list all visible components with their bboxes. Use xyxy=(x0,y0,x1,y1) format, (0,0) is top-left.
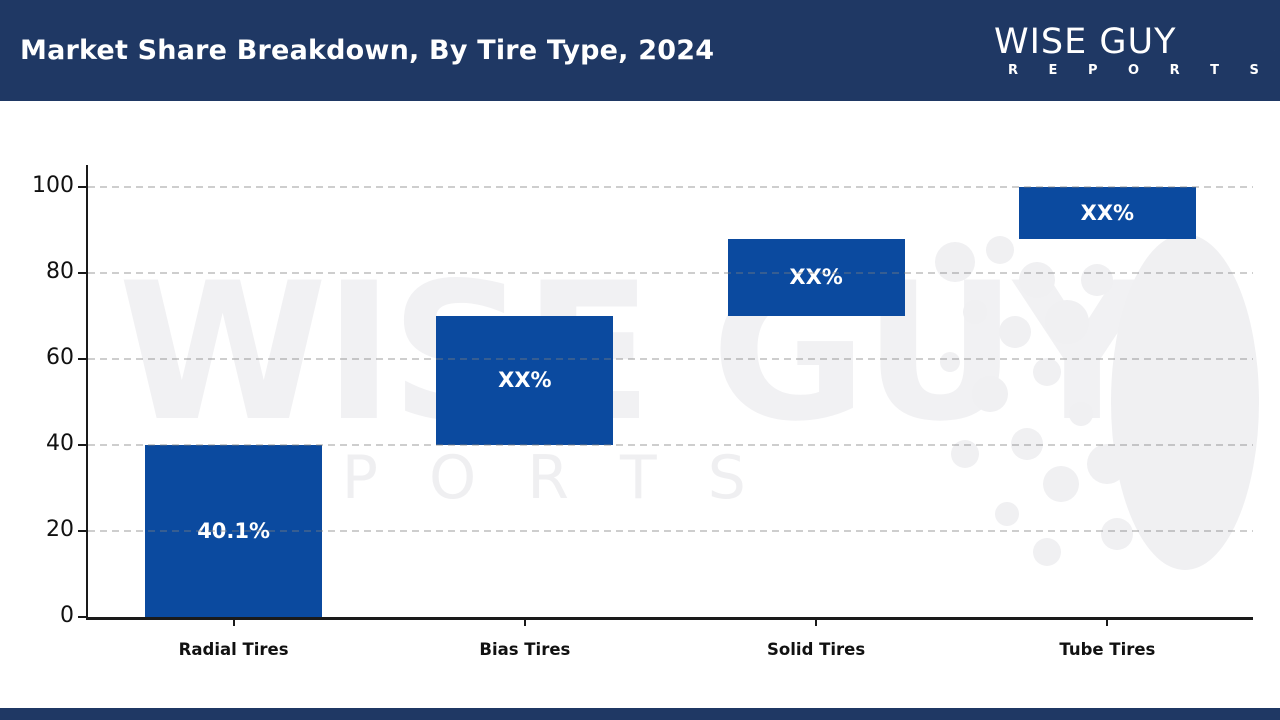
footer-bar xyxy=(0,708,1280,720)
bar-value-label-tube-tires: XX% xyxy=(1080,200,1135,225)
chart-title: Market Share Breakdown, By Tire Type, 20… xyxy=(20,35,715,66)
x-axis-label-solid-tires: Solid Tires xyxy=(767,640,866,659)
x-axis-line xyxy=(86,617,1253,620)
logo-subtitle: R E P O R T S xyxy=(1008,62,1272,78)
x-axis-label-radial-tires: Radial Tires xyxy=(178,640,289,659)
logo-wordmark: WISE GUY xyxy=(994,22,1177,63)
y-tick-label-100: 100 xyxy=(32,173,74,198)
x-axis-label-tube-tires: Tube Tires xyxy=(1059,640,1156,659)
gridline-40 xyxy=(88,444,1253,446)
bar-tube-tires: XX% xyxy=(1018,187,1196,239)
y-tick-label-60: 60 xyxy=(46,345,74,370)
x-tick-solid-tires xyxy=(815,619,818,626)
bar-value-label-radial-tires: 40.1% xyxy=(197,518,271,543)
x-tick-tube-tires xyxy=(1106,619,1109,626)
bar-value-label-bias-tires: XX% xyxy=(498,368,552,393)
y-tick-20 xyxy=(78,530,87,532)
bar-bias-tires: XX% xyxy=(436,316,614,445)
y-tick-0 xyxy=(78,616,87,618)
y-axis-line xyxy=(86,165,88,619)
x-tick-bias-tires xyxy=(523,619,526,626)
x-axis-label-bias-tires: Bias Tires xyxy=(479,640,571,659)
header-bar: Market Share Breakdown, By Tire Type, 20… xyxy=(0,0,1280,101)
bar-solid-tires: XX% xyxy=(727,238,905,316)
y-tick-60 xyxy=(78,358,87,360)
logo-text: WISE GUY R E P O R T S xyxy=(994,24,1272,78)
y-tick-100 xyxy=(78,186,87,188)
bar-value-label-solid-tires: XX% xyxy=(789,265,843,290)
x-tick-radial-tires xyxy=(232,619,235,626)
y-tick-40 xyxy=(78,444,87,446)
wise-guy-reports-logo: WISE GUY R E P O R T S xyxy=(994,5,1274,97)
y-tick-label-40: 40 xyxy=(46,431,74,456)
y-tick-label-0: 0 xyxy=(60,603,74,628)
y-tick-label-80: 80 xyxy=(46,259,74,284)
y-tick-80 xyxy=(78,272,87,274)
gridline-80 xyxy=(88,272,1253,274)
gridline-100 xyxy=(88,186,1253,188)
gridline-20 xyxy=(88,530,1253,532)
bar-radial-tires: 40.1% xyxy=(145,444,323,617)
y-tick-label-20: 20 xyxy=(46,517,74,542)
gridline-60 xyxy=(88,358,1253,360)
